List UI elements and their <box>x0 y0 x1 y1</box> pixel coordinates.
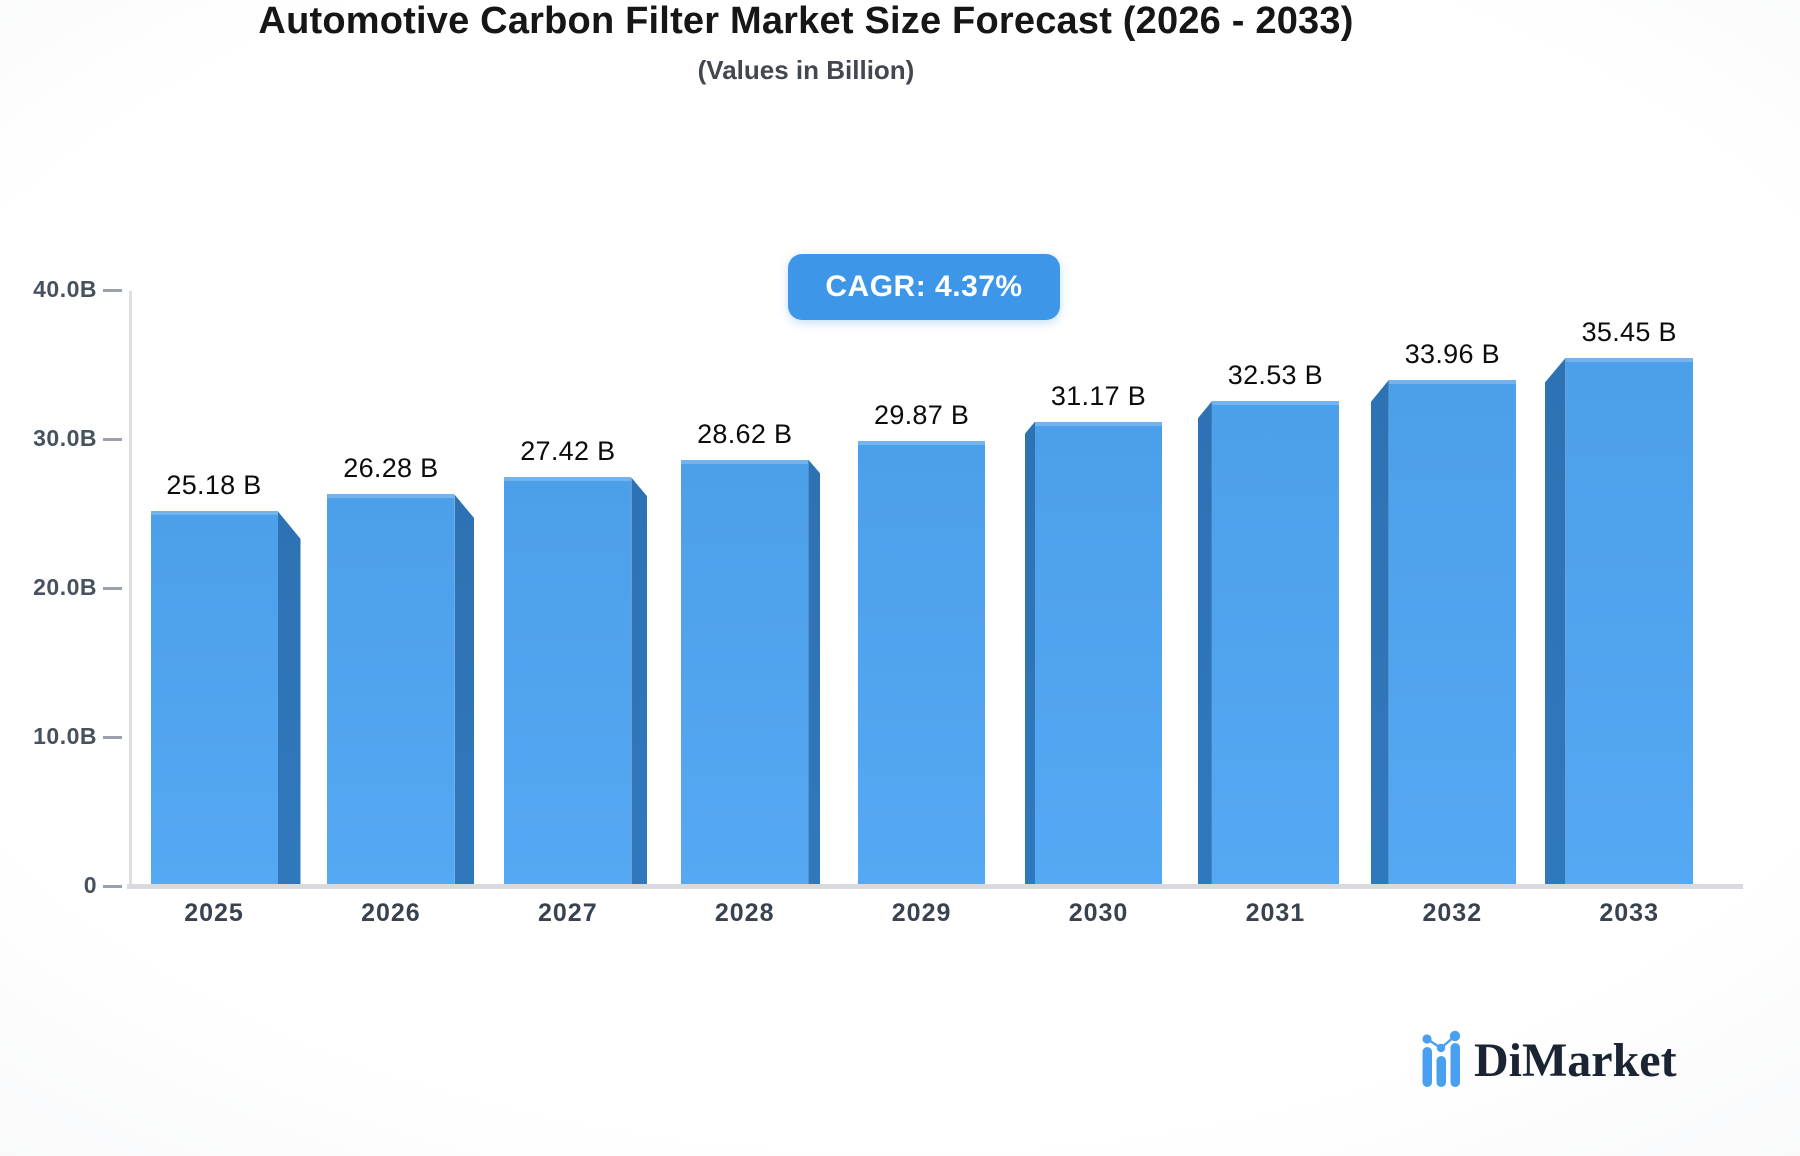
y-tick-mark <box>103 587 122 590</box>
bar-top-highlight <box>1565 357 1693 362</box>
bar-3d-side <box>631 477 648 886</box>
bar-2030 <box>1025 421 1162 886</box>
bar-value-label: 29.87 B <box>874 399 970 430</box>
brand-logo: DiMarket <box>1422 1030 1677 1088</box>
chart-subtitle: (Values in Billion) <box>697 55 915 85</box>
y-axis-line <box>129 291 132 886</box>
chart-title: Automotive Carbon Filter Market Size For… <box>258 0 1354 42</box>
x-tick-label: 2029 <box>891 899 952 927</box>
bar-2028 <box>681 459 821 886</box>
bar-3d-side <box>1370 379 1389 886</box>
bar-3d-side <box>454 494 475 886</box>
bar-2033 <box>1544 357 1693 886</box>
bar-value-label: 33.96 B <box>1404 338 1500 369</box>
bar-3d-side <box>808 459 821 886</box>
bar-value-label: 32.53 B <box>1227 360 1323 391</box>
y-tick-label: 40.0B <box>33 276 97 302</box>
bar-face <box>150 510 278 886</box>
x-tick-label: 2031 <box>1245 899 1306 927</box>
bar-3d-side <box>1197 401 1212 886</box>
bar-face <box>858 440 986 886</box>
bar-2031 <box>1197 401 1339 886</box>
x-tick-label: 2033 <box>1599 899 1659 927</box>
bar-value-label: 35.45 B <box>1581 316 1677 347</box>
bar-top-highlight <box>1035 421 1162 426</box>
bar-top-highlight <box>858 440 986 445</box>
cagr-badge-label: CAGR: 4.37% <box>825 270 1023 303</box>
bar-top-highlight <box>504 477 632 482</box>
bar-top-highlight <box>1211 401 1339 406</box>
bar-3d-side <box>277 510 301 886</box>
bar-2025 <box>150 510 301 886</box>
bar-2029 <box>858 440 986 886</box>
y-tick-label: 0 <box>83 872 97 898</box>
bar-value-label: 31.17 B <box>1050 380 1147 411</box>
bar-value-label: 26.28 B <box>343 453 439 484</box>
y-tick-label: 10.0B <box>33 723 97 749</box>
bar-face <box>327 494 455 886</box>
bar-2027 <box>504 477 648 886</box>
x-tick-label: 2028 <box>714 899 775 927</box>
x-tick-label: 2030 <box>1068 899 1129 927</box>
x-axis-baseline <box>127 884 1743 889</box>
bar-3d-side <box>1544 357 1566 886</box>
chart-header: Automotive Carbon Filter Market Size For… <box>0 0 1612 86</box>
bar-2032 <box>1370 379 1516 886</box>
cagr-badge: CAGR: 4.37% <box>788 254 1060 320</box>
bar-value-label: 27.42 B <box>520 436 616 467</box>
x-tick-label: 2026 <box>361 899 421 927</box>
x-tick-label: 2027 <box>537 899 598 927</box>
y-tick-mark <box>103 736 122 739</box>
bar-face <box>1388 379 1516 886</box>
x-tick-label: 2032 <box>1422 899 1483 927</box>
bar-face <box>1211 401 1339 886</box>
y-tick-mark <box>103 438 122 441</box>
brand-logo-text: DiMarket <box>1474 1034 1677 1088</box>
bar-top-highlight <box>681 459 809 464</box>
bar-face <box>681 459 809 886</box>
y-tick-label: 20.0B <box>33 574 97 600</box>
y-tick-label: 30.0B <box>33 425 97 451</box>
bar-face <box>1565 357 1693 886</box>
y-tick-mark <box>103 289 122 292</box>
x-tick-label: 2025 <box>184 899 244 927</box>
y-tick-mark <box>103 885 122 888</box>
bar-face <box>504 477 632 886</box>
bar-3d-side <box>1025 421 1035 886</box>
mini-bar-chart-icon <box>1422 1030 1461 1087</box>
bar-2026 <box>327 494 475 886</box>
bar-value-label: 25.18 B <box>166 469 262 500</box>
bar-top-highlight <box>327 494 455 499</box>
bar-value-label: 28.62 B <box>697 418 793 449</box>
bar-top-highlight <box>1388 379 1516 384</box>
bar-top-highlight <box>150 510 278 515</box>
bar-face <box>1035 421 1162 886</box>
